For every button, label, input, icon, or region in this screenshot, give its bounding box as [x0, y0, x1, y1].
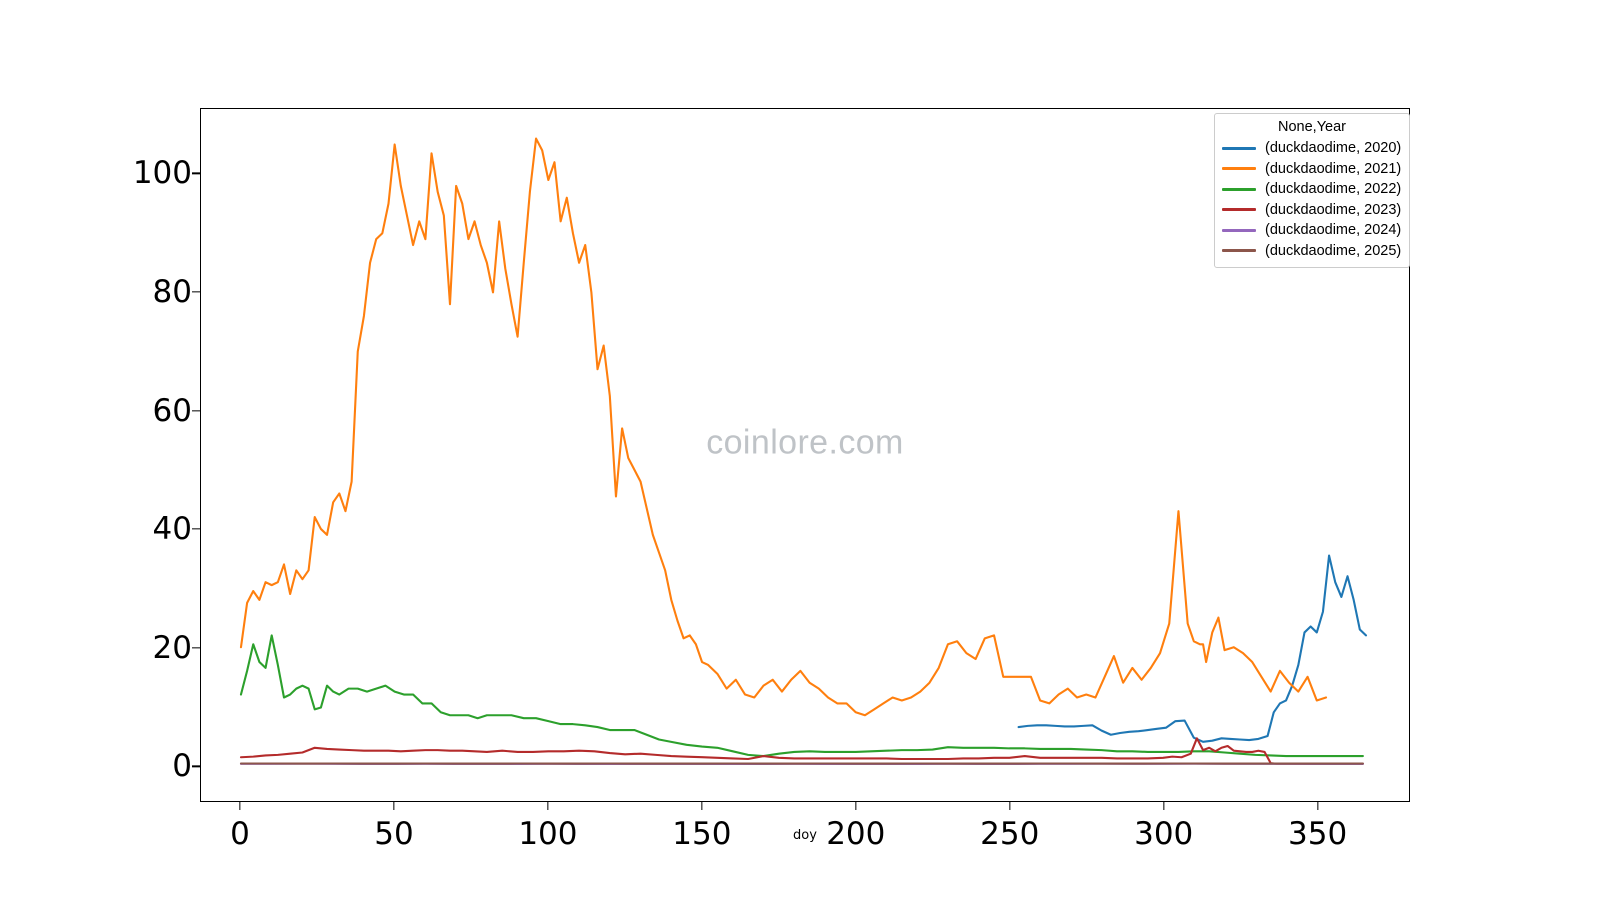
x-tick-label: 250	[980, 816, 1040, 852]
series-lines	[201, 109, 1409, 801]
legend-color-swatch	[1222, 146, 1256, 150]
watermark: coinlore.com	[706, 423, 904, 462]
x-tick-mark	[855, 802, 857, 810]
x-tick-mark	[1316, 802, 1319, 810]
x-tick-label: 50	[374, 816, 414, 852]
x-tick-mark	[547, 802, 549, 810]
series-line-2022	[241, 635, 1363, 756]
y-tick-mark	[192, 291, 200, 293]
legend-item: (duckdaodime, 2025)	[1222, 241, 1402, 262]
y-tick-label: 60	[152, 392, 192, 429]
y-tick-label: 20	[152, 629, 192, 666]
x-tick-label: 350	[1288, 816, 1348, 852]
legend-item-label: (duckdaodime, 2024)	[1265, 222, 1402, 239]
legend-item-label: (duckdaodime, 2025)	[1265, 242, 1402, 259]
series-line-2020	[1019, 556, 1366, 742]
legend-item-label: (duckdaodime, 2021)	[1265, 160, 1402, 177]
legend-color-swatch	[1222, 167, 1256, 171]
legend-item: (duckdaodime, 2020)	[1222, 138, 1402, 159]
legend-entries: (duckdaodime, 2020) (duckdaodime, 2021) (d…	[1222, 138, 1402, 261]
x-tick-label: 100	[518, 816, 578, 852]
legend: None,Year (duckdaodime, 2020) (duckdaodim…	[1214, 113, 1410, 268]
legend-item: (duckdaodime, 2024)	[1222, 220, 1402, 241]
x-axis-label: doy	[793, 828, 817, 843]
plot-axes	[200, 108, 1410, 802]
y-tick-label: 40	[152, 511, 192, 548]
y-tick-mark	[192, 647, 200, 649]
x-tick-mark	[1163, 802, 1165, 810]
y-tick-mark	[192, 409, 200, 412]
legend-title: None,Year	[1278, 119, 1346, 135]
y-tick-mark	[192, 528, 200, 530]
x-tick-label: 300	[1134, 816, 1194, 852]
x-tick-mark	[701, 802, 703, 810]
x-tick-mark	[239, 802, 241, 810]
legend-color-swatch	[1222, 208, 1256, 212]
x-tick-mark	[393, 802, 395, 810]
legend-item-label: (duckdaodime, 2020)	[1265, 140, 1402, 157]
legend-color-swatch	[1222, 228, 1256, 232]
series-line-2021	[241, 139, 1326, 716]
y-tick-label: 100	[132, 155, 192, 192]
legend-item-label: (duckdaodime, 2022)	[1265, 181, 1402, 198]
legend-item: (duckdaodime, 2022)	[1222, 179, 1402, 200]
legend-color-swatch	[1222, 249, 1256, 253]
legend-item: (duckdaodime, 2023)	[1222, 200, 1402, 221]
y-tick-label: 0	[172, 748, 192, 785]
x-tick-mark	[1009, 802, 1011, 810]
legend-item-label: (duckdaodime, 2023)	[1265, 201, 1402, 218]
y-tick-mark	[192, 765, 200, 768]
x-tick-label: 0	[230, 816, 250, 852]
series-line-2023	[241, 738, 1363, 763]
y-tick-mark	[192, 172, 200, 174]
legend-color-swatch	[1222, 187, 1256, 191]
legend-item: (duckdaodime, 2021)	[1222, 159, 1402, 180]
x-tick-label: 200	[826, 816, 886, 852]
y-tick-label: 80	[152, 273, 192, 310]
x-tick-label: 150	[672, 816, 732, 852]
